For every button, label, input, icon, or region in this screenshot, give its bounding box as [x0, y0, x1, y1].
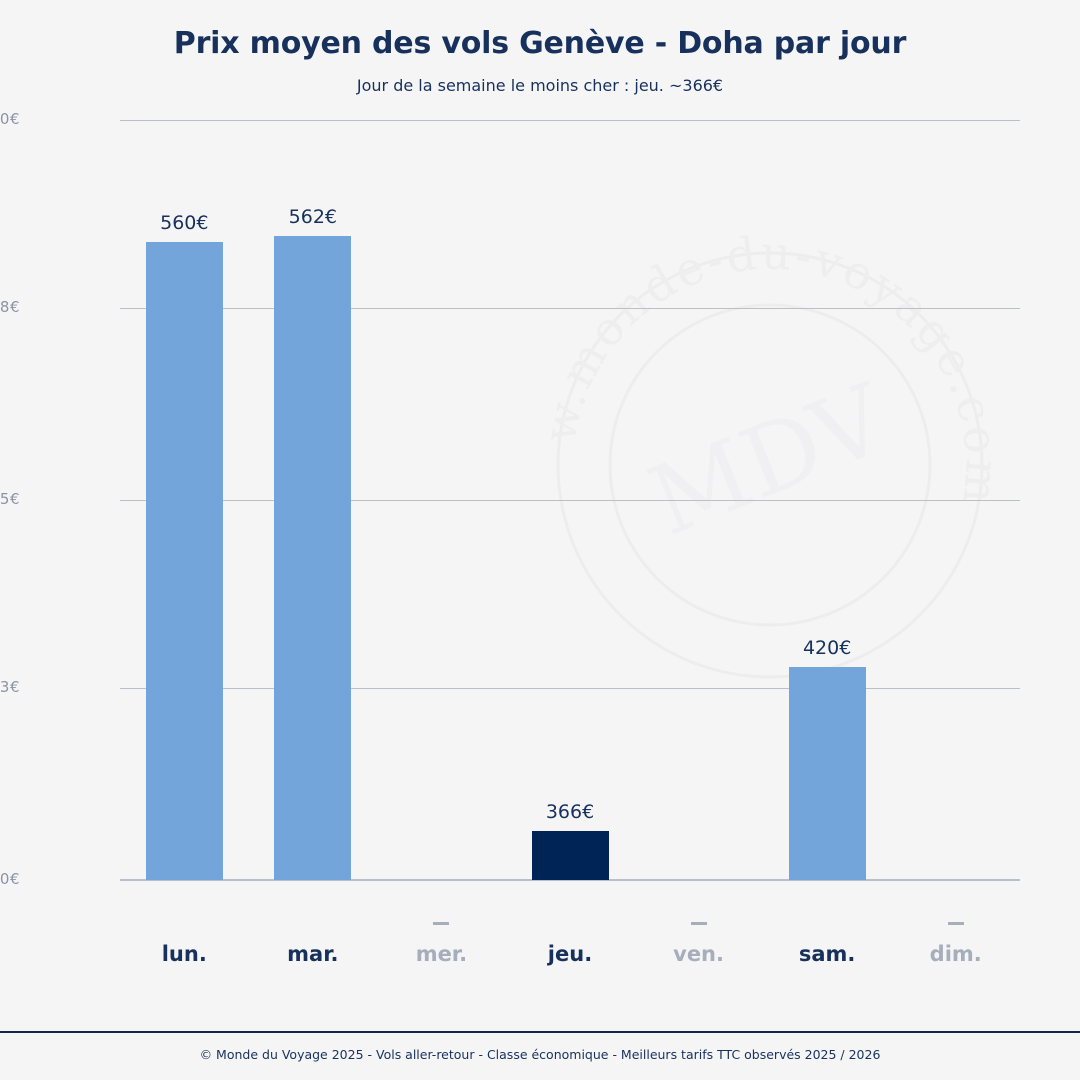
gridline [120, 879, 1020, 881]
bar-mar[interactable]: 562€ [274, 196, 352, 880]
y-axis-tick-label: 600€ [0, 110, 20, 128]
chart-title: Prix moyen des vols Genève - Doha par jo… [173, 26, 907, 61]
bar-sam[interactable]: 420€ [788, 627, 866, 880]
y-axis-tick-label: 350€ [0, 870, 20, 888]
gridline [120, 308, 1020, 310]
bar-value-label: 562€ [288, 205, 338, 228]
x-axis-label: sam. [798, 942, 856, 966]
bar-rect[interactable] [274, 235, 352, 880]
y-axis-tick-label: 413€ [0, 678, 20, 697]
bar-jeu[interactable]: 366€ [531, 791, 609, 880]
gridline [120, 688, 1020, 690]
bar-value-label: 420€ [802, 637, 852, 660]
no-data-dash-icon [947, 922, 964, 925]
x-axis-label: mar. [287, 942, 339, 966]
plot-area: 600€ 538€ 475€ 413€ 350€ 560€ 562€ 366€ 420€ [0, 110, 1020, 888]
no-data-dash-icon [690, 922, 707, 925]
bar-value-label: 560€ [160, 211, 209, 234]
y-axis-tick-label: 538€ [0, 298, 20, 317]
x-axis-label: ven. [673, 942, 724, 966]
bar-lun[interactable]: 560€ [145, 202, 223, 880]
x-axis-label: mer. [415, 942, 468, 966]
bar-rect[interactable] [788, 667, 866, 880]
footer-text: © Monde du Voyage 2025 - Vols aller-reto… [199, 1047, 881, 1062]
gridline [120, 120, 1020, 121]
bar-value-label: 366€ [545, 801, 595, 824]
bar-rect[interactable] [145, 241, 223, 880]
chart-subtitle: Jour de la semaine le moins cher : jeu. … [356, 76, 724, 95]
gridline [120, 500, 1020, 501]
bar-rect[interactable] [531, 831, 609, 880]
y-axis-tick-label: 475€ [0, 490, 20, 508]
x-axis-label: dim. [929, 942, 982, 966]
x-axis-label: lun. [161, 942, 207, 966]
x-axis: lun. mar. mer. jeu. ven. sam. dim. [120, 880, 1020, 1000]
x-axis-label: jeu. [547, 942, 593, 966]
footer-divider [0, 1031, 1080, 1033]
no-data-dash-icon [433, 922, 450, 925]
